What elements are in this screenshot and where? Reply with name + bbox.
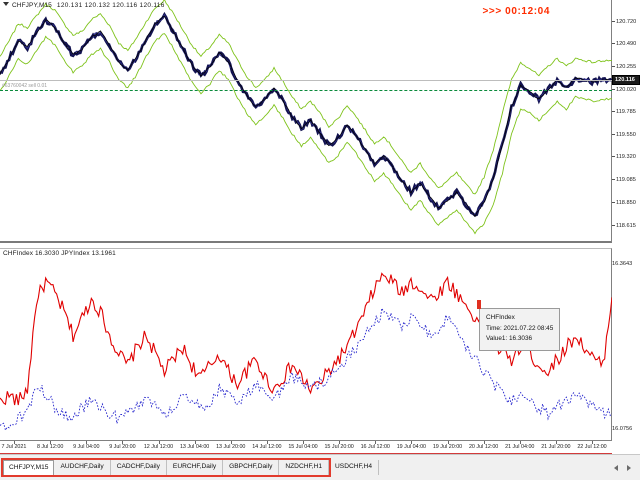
time-axis-label: 19 Jul 20:00 <box>432 444 463 450</box>
bid-price-line <box>0 80 612 82</box>
time-tick-mark <box>266 441 268 444</box>
time-tick-mark <box>14 441 15 444</box>
tab-scroll-arrows[interactable] <box>614 455 640 480</box>
current-price-label: 120.116 <box>612 75 640 86</box>
indicator-scale-tick: 16.3643 <box>612 261 633 267</box>
tooltip-anchor-marker <box>477 300 481 309</box>
chart-tab-gbpchf-daily[interactable]: GBPCHF,Daily <box>223 460 280 475</box>
ohlc-values: 120.131 120.132 120.116 120.116 <box>56 2 165 9</box>
price-tick: 119.320 <box>612 154 640 160</box>
time-axis-label: 8 Jul 12:00 <box>36 444 64 450</box>
data-point-tooltip: CHFIndex Time: 2021.07.22 08:45 Value1: … <box>479 308 561 351</box>
time-axis-label: 16 Jul 12:00 <box>360 444 390 450</box>
position-line <box>0 89 612 91</box>
time-tick-mark <box>230 441 232 444</box>
time-axis-label: 20 Jul 12:00 <box>468 444 499 450</box>
chart-tab-nzdchf-h1[interactable]: NZDCHF,H1 <box>279 460 330 475</box>
time-axis-label: 13 Jul 04:00 <box>179 444 210 450</box>
price-tick: 118.850 <box>612 200 640 206</box>
price-tick: 120.490 <box>612 41 640 47</box>
index-series-svg <box>0 272 612 432</box>
time-tick-mark <box>519 441 521 444</box>
time-tick-mark <box>447 441 449 444</box>
indicator-plot-area[interactable] <box>0 248 612 441</box>
chart-tabs[interactable]: CHFJPY,M15 AUDCHF,Daily CADCHF,Daily EURCHF… <box>0 455 380 480</box>
time-axis-label: 12 Jul 12:00 <box>143 444 174 450</box>
time-tick-mark <box>86 441 88 444</box>
time-axis-label: 9 Jul 20:00 <box>109 444 136 450</box>
time-tick-mark <box>339 441 341 444</box>
price-tick: 119.085 <box>612 177 640 183</box>
tooltip-indicator-name: CHFIndex <box>486 314 515 321</box>
indicator-title: CHFIndex 16.3030 JPYIndex 13.1961 <box>3 250 116 257</box>
chart-tab-eurchf-daily[interactable]: EURCHF,Daily <box>167 460 224 475</box>
time-axis: 7 Jul 2021 8 Jul 12:00 9 Jul 04:00 9 Jul 20… <box>0 441 612 454</box>
time-axis-label: 13 Jul 20:00 <box>216 444 246 450</box>
time-axis-label: 7 Jul 2021 <box>1 444 27 450</box>
time-axis-label: 9 Jul 04:00 <box>73 444 100 450</box>
price-tick: 120.020 <box>612 87 640 93</box>
time-axis-label: 15 Jul 04:00 <box>288 444 318 450</box>
time-axis-label: 22 Jul 12:00 <box>577 444 607 450</box>
main-chart-title: CHFJPY,M15 120.131 120.132 120.116 120.11… <box>3 2 165 9</box>
time-tick-mark <box>122 441 124 444</box>
indicator-scale: 16.3643 16.0756 <box>612 248 640 441</box>
collapse-caret-icon[interactable] <box>3 2 9 6</box>
time-tick-mark <box>483 441 485 444</box>
time-axis-label: 19 Jul 04:00 <box>396 444 427 450</box>
price-tick: 118.615 <box>612 223 640 229</box>
time-tick-mark <box>375 441 377 444</box>
symbol-period-label: CHFJPY,M15 <box>12 2 52 9</box>
main-plot-area[interactable]: #63760042 sell 0.01 <box>0 0 612 243</box>
time-tick-mark <box>50 441 52 444</box>
position-label: #63760042 sell 0.01 <box>2 82 48 89</box>
indicator-scale-tick: 16.0756 <box>612 426 633 432</box>
chart-tab-usdchf-h4[interactable]: USDCHF,H4 <box>329 460 380 475</box>
time-tick-mark <box>555 441 557 444</box>
price-series-svg <box>0 0 612 235</box>
time-axis-label: 21 Jul 04:00 <box>505 444 535 450</box>
time-tick-mark <box>158 441 160 444</box>
time-tick-mark <box>411 441 413 444</box>
time-tick-mark <box>194 441 196 444</box>
chart-tab-chfjpy-m15[interactable]: CHFJPY,M15 <box>3 459 55 476</box>
time-tick-mark <box>303 441 304 444</box>
tooltip-value: Value1: 16.3036 <box>486 335 533 343</box>
bar-countdown-timer: >>> 00:12:04 <box>482 6 550 17</box>
tooltip-time: Time: 2021.07.22 08:45 <box>486 324 554 332</box>
scroll-left-icon[interactable] <box>614 464 618 471</box>
price-tick: 119.550 <box>612 132 640 138</box>
price-tick: 120.255 <box>612 64 640 70</box>
time-axis-label: 14 Jul 12:00 <box>252 444 282 450</box>
main-chart-pane[interactable]: #63760042 sell 0.01 CHFJPY,M15 120.131 12… <box>0 0 640 243</box>
chart-tab-bar[interactable]: CHFJPY,M15 AUDCHF,Daily CADCHF,Daily EURCHF… <box>0 454 640 480</box>
chart-tab-cadchf-daily[interactable]: CADCHF,Daily <box>111 460 167 475</box>
price-tick: 120.720 <box>612 19 640 25</box>
price-scale[interactable]: 120.720 120.490 120.255 120.020 119.785 119.5… <box>612 0 640 243</box>
price-tick: 119.785 <box>612 109 640 115</box>
tabbar-spacer <box>379 455 614 480</box>
time-tick-mark <box>592 441 593 444</box>
chart-tab-audchf-daily[interactable]: AUDCHF,Daily <box>54 460 111 475</box>
scroll-right-icon[interactable] <box>627 464 631 471</box>
time-axis-label: 15 Jul 20:00 <box>324 444 354 450</box>
time-axis-label: 21 Jul 20:00 <box>541 444 571 450</box>
